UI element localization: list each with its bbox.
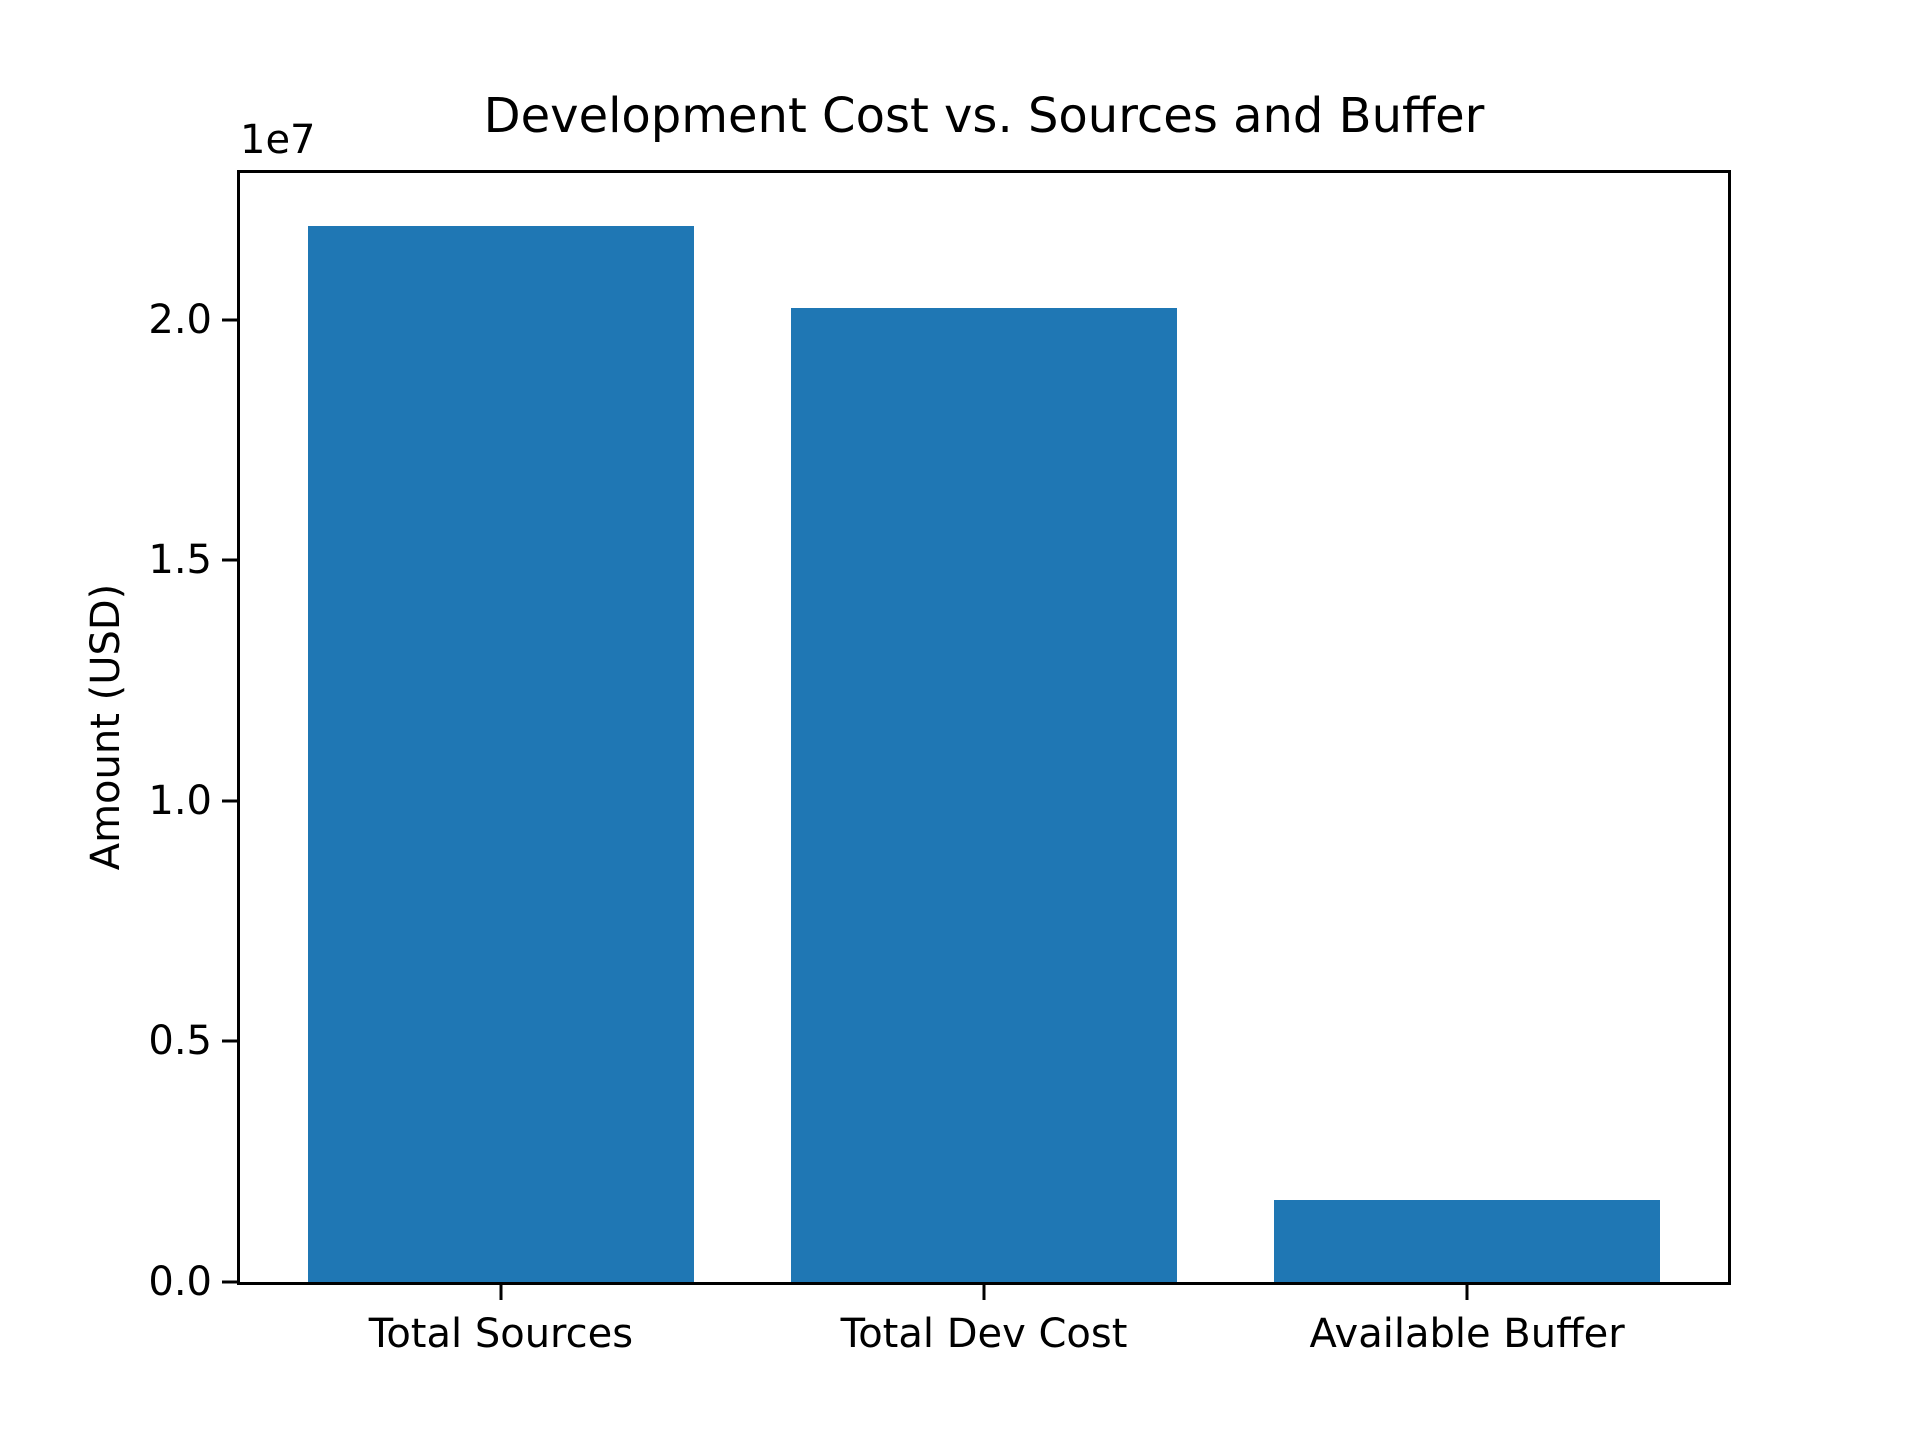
y-tick-label-2.0: 2.0: [148, 296, 212, 343]
y-axis-offset-label: 1e7: [240, 117, 316, 163]
bar-available-buffer: [1273, 1200, 1661, 1282]
x-tick-label-available-buffer: Available Buffer: [1309, 1311, 1625, 1357]
y-tick-label-1.0: 1.0: [148, 777, 212, 824]
y-axis-label: Amount (USD): [83, 583, 129, 871]
x-tick-total-sources: [499, 1285, 503, 1300]
y-tick-1.5: [222, 558, 237, 562]
bottom-spine: [237, 1282, 1731, 1285]
x-tick-label-total-sources: Total Sources: [368, 1311, 634, 1357]
x-tick-available-buffer: [1465, 1285, 1469, 1300]
bar-total-sources: [307, 225, 695, 1282]
x-tick-label-total-dev-cost: Total Dev Cost: [840, 1311, 1128, 1357]
y-tick-0.5: [222, 1039, 237, 1043]
y-tick-1.0: [222, 799, 237, 803]
right-spine: [1728, 170, 1731, 1285]
chart-title: Development Cost vs. Sources and Buffer: [483, 88, 1485, 144]
y-tick-label-0.5: 0.5: [148, 1018, 212, 1065]
y-tick-0.0: [222, 1280, 237, 1284]
left-spine: [237, 170, 240, 1285]
y-tick-2.0: [222, 318, 237, 322]
x-tick-total-dev-cost: [982, 1285, 986, 1300]
y-tick-label-1.5: 1.5: [148, 537, 212, 584]
plot-area: 0.0 0.5 1.0 1.5 2.0 Total Sources Total Dev C…: [148, 170, 1731, 1357]
bar-total-dev-cost: [790, 307, 1178, 1282]
top-spine: [237, 170, 1731, 173]
y-tick-label-0.0: 0.0: [148, 1259, 212, 1305]
